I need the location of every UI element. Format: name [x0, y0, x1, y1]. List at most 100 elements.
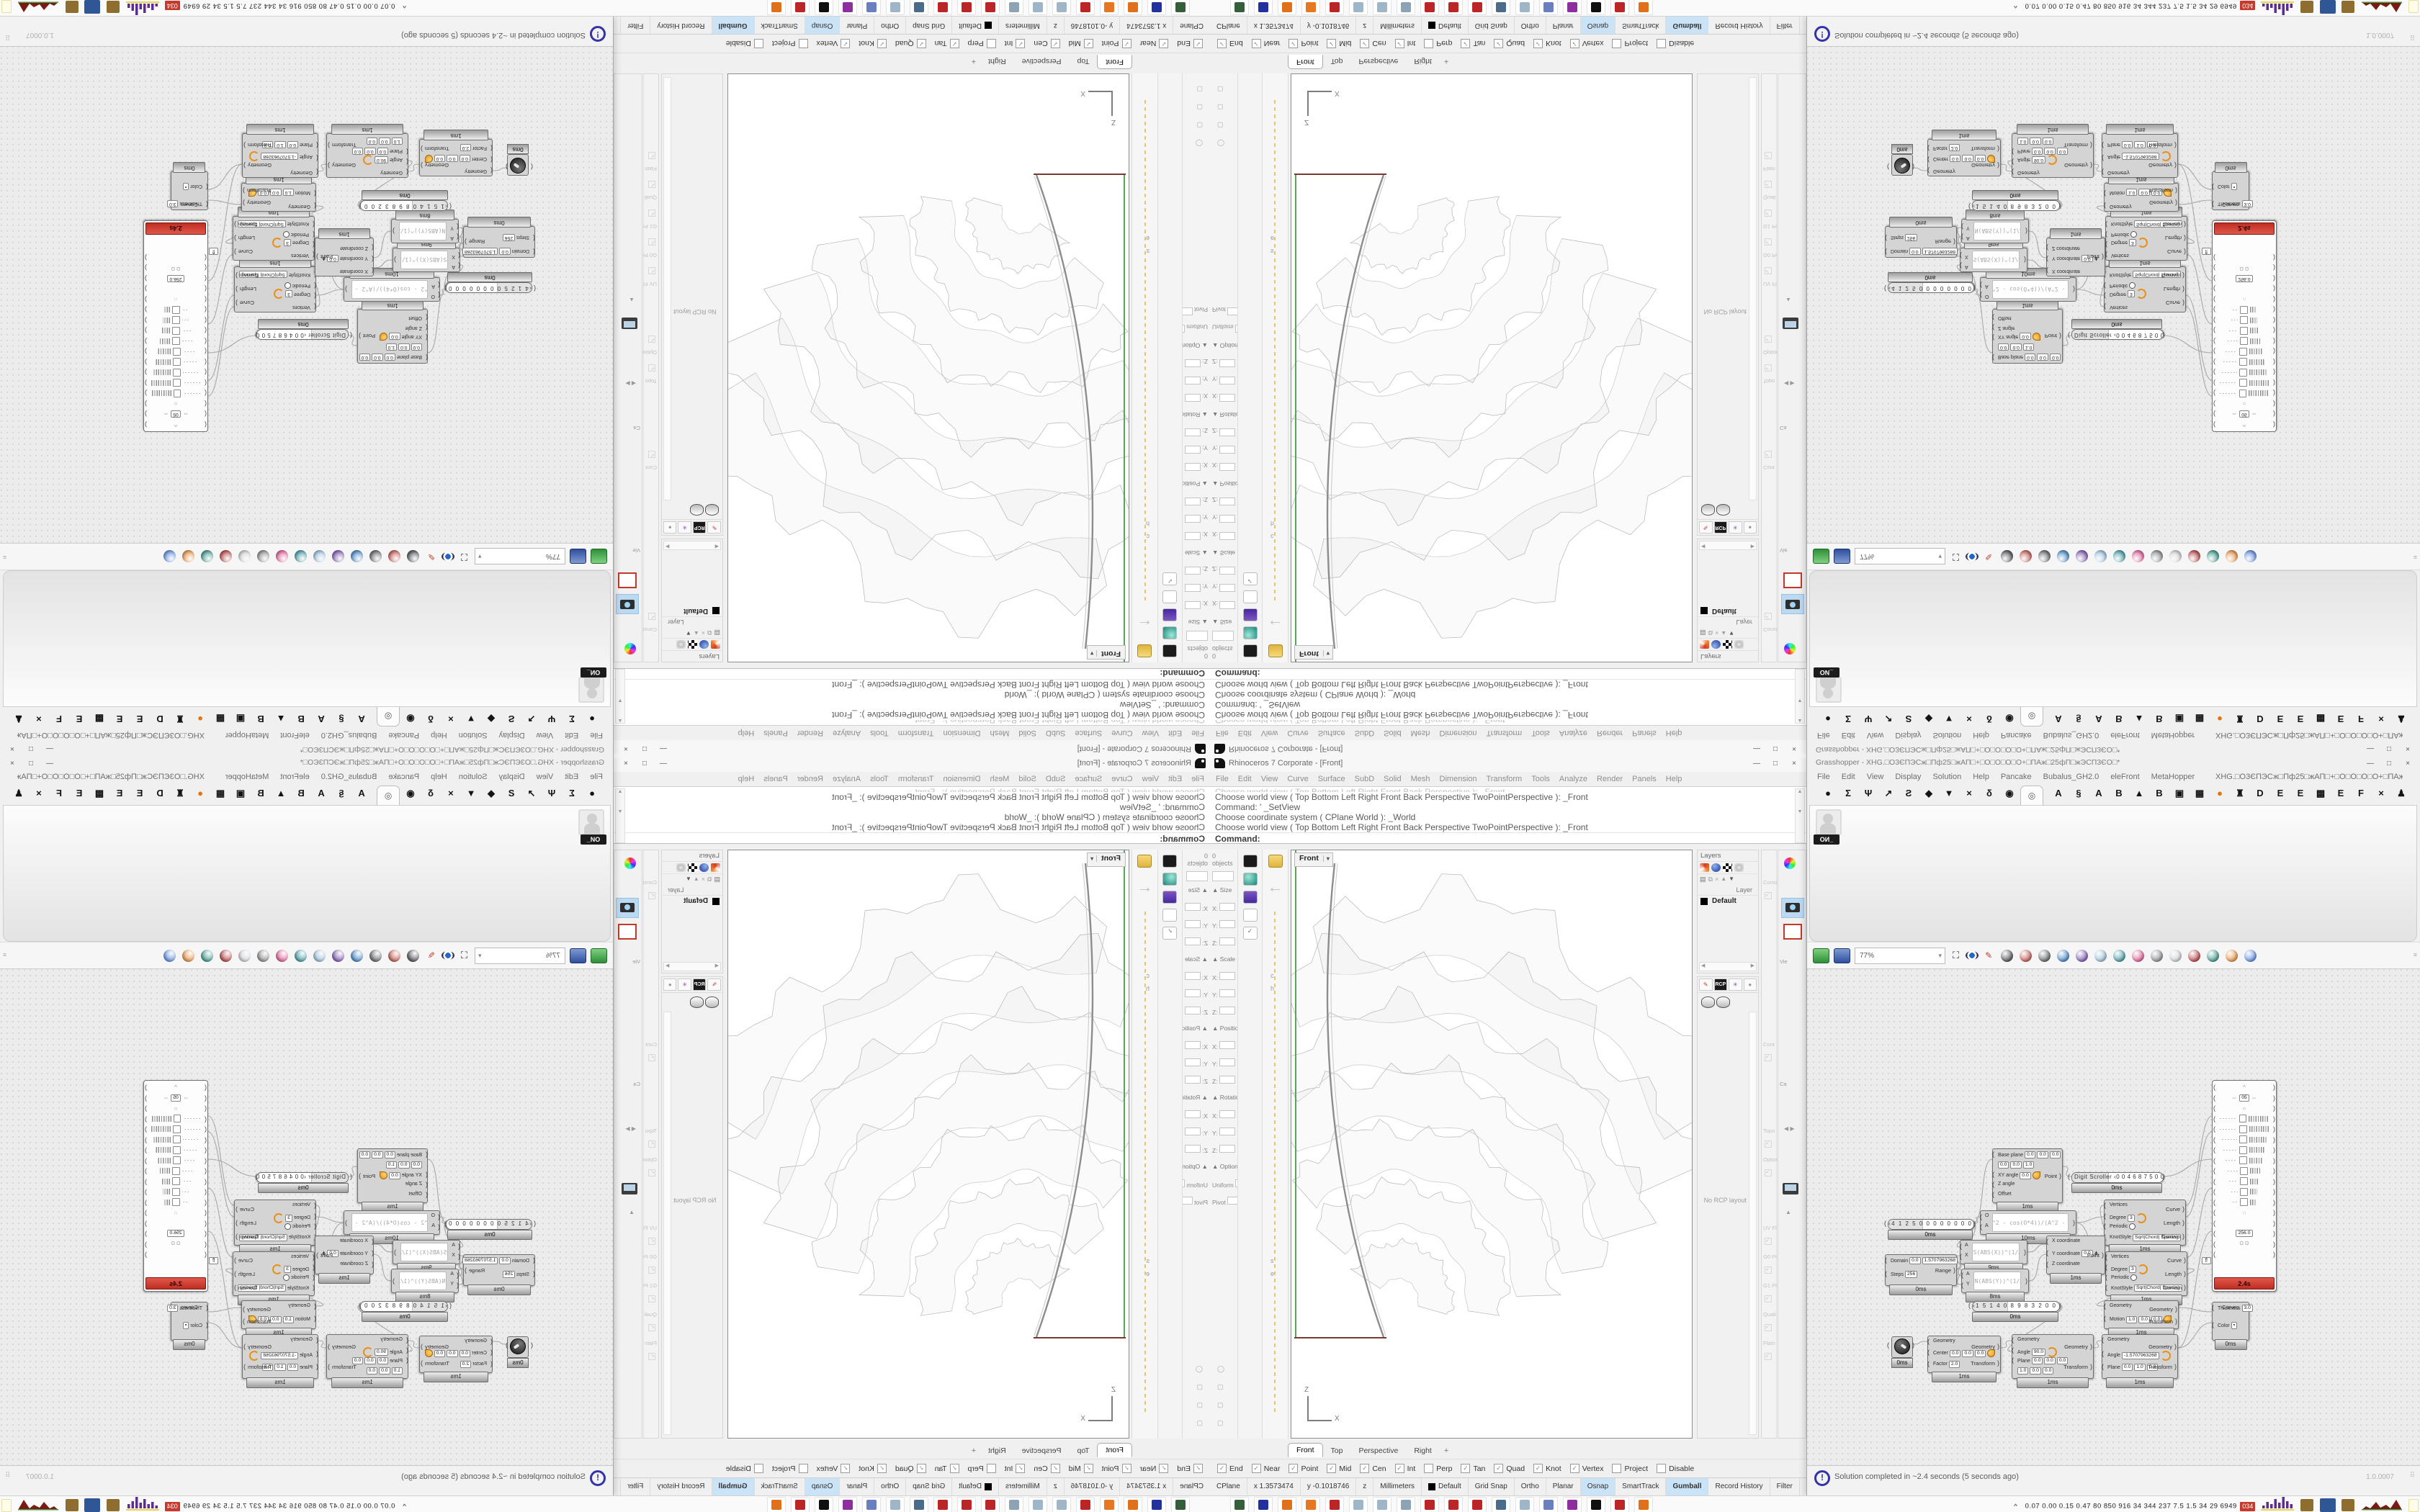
folder-icon[interactable] — [1137, 855, 1152, 868]
preview-mode-icon[interactable] — [219, 550, 232, 563]
scroll-up-icon[interactable]: ▲ — [629, 297, 635, 303]
boxedit-value-input[interactable] — [1219, 1041, 1236, 1049]
preview-eye-icon[interactable] — [1966, 552, 1979, 561]
gh-plugin-tab-icon[interactable]: D — [2257, 788, 2264, 798]
gh-menu-elefront[interactable]: eleFront — [2110, 773, 2140, 781]
value-chip[interactable]: 0.0 — [379, 138, 390, 145]
osnap-tan[interactable]: ✓ Tan — [1461, 39, 1485, 48]
viewport-front[interactable]: Front▾ Z X — [1291, 73, 1693, 662]
osnap-cen[interactable]: ✓ Cen — [1360, 39, 1386, 48]
status-millimeters[interactable]: Millimeters — [998, 17, 1047, 34]
taskbar-app-icon[interactable] — [1254, 0, 1273, 15]
rhino-menu-surface[interactable]: Surface — [1317, 775, 1345, 783]
value-chip[interactable]: 2.0 — [460, 144, 472, 152]
maximize-button[interactable]: □ — [642, 760, 647, 768]
gh-tab-icon[interactable]: ● — [1825, 714, 1831, 724]
taskbar-app-icon[interactable] — [1539, 1497, 1558, 1512]
move-down-icon[interactable]: ▼ — [1729, 876, 1735, 882]
layer-actions[interactable]: ▤ ⧉ × ▲ ▼ — [1698, 873, 1758, 885]
command-prompt[interactable]: Command: — [1210, 832, 1806, 843]
boxedit-value-input[interactable] — [1185, 428, 1201, 436]
taskbar-app-icon[interactable] — [1147, 1497, 1166, 1512]
rhino-menu-curve[interactable]: Curve — [1111, 729, 1133, 737]
blue-sphere-icon[interactable] — [1711, 640, 1721, 649]
gh-menu-bubalus-gh2-0[interactable]: Bubalus_GH2.0 — [2043, 731, 2099, 739]
paint-tab-icon[interactable]: ✎ — [1699, 521, 1713, 534]
delete-layer-icon[interactable]: × — [701, 629, 706, 636]
zoom-dropdown[interactable]: 77% — [1855, 947, 1945, 964]
status-millimeters[interactable]: Millimeters — [1373, 17, 1422, 34]
osnap-tan[interactable]: ✓ Tan — [935, 1464, 959, 1473]
value-chip[interactable]: 1.0 — [2017, 138, 2029, 145]
status-smarttrack[interactable]: SmartTrack — [753, 17, 805, 34]
gh-plugin-tab-icon[interactable]: B — [2115, 788, 2123, 798]
status-default[interactable]: Default — [951, 17, 998, 34]
boxedit-toggle[interactable]: ▢ — [1196, 86, 1203, 93]
rhino-menu-dimension[interactable]: Dimension — [943, 729, 981, 737]
osnap-disable[interactable]: Disable — [726, 1464, 763, 1473]
gh-node-expression[interactable]: (A^2 - cos(O*4))/(A^2 - 1)(O(A)10ms — [344, 268, 440, 302]
gh-plugin-tab-icon[interactable]: ▦ — [2195, 714, 2205, 724]
preview-mode-icon[interactable] — [2132, 550, 2145, 563]
status-ortho[interactable]: Ortho — [1515, 1478, 1546, 1495]
taskbar-app-icon[interactable] — [1349, 1497, 1368, 1512]
gh-node-rotate[interactable]: (Geometry(Angle 90.0(Plane 0.0 0.0 0.0 1.0 0.0… — [326, 1334, 408, 1388]
sparkle-tab-icon[interactable]: ✳ — [678, 521, 691, 534]
value-chip[interactable]: 0.0 — [411, 343, 422, 351]
gh-menu-file[interactable]: File — [590, 731, 603, 739]
gh-node-custom-preview-curves[interactable]: Curves(Thickness 3.0(Color ▪ 0ms — [2212, 162, 2253, 210]
value-chip[interactable]: 0.0 — [379, 1367, 390, 1374]
gh-titlebar[interactable]: Grasshopper - XHG.□О3ЄПЭСж□Пф25□жАП□+□О□… — [0, 742, 613, 756]
gh-menu-solution[interactable]: Solution — [1932, 773, 1962, 781]
gh-plugin-tab-icon[interactable]: E — [76, 714, 83, 724]
sparkle-tab-icon[interactable]: ✳ — [1729, 521, 1742, 534]
preview-mode-icon[interactable] — [200, 550, 213, 563]
gh-menu-pancake[interactable]: Pancake — [388, 773, 420, 781]
status-y-0-1018746[interactable]: y -0.1018746 — [1300, 17, 1357, 34]
osnap-disable[interactable]: Disable — [726, 39, 763, 48]
taskbar-app-icon[interactable] — [1610, 1497, 1629, 1512]
osnap-vertex[interactable]: ✓ Vertex — [1569, 1464, 1603, 1473]
boxedit-value-input[interactable] — [1219, 1076, 1235, 1084]
rhino-menu-file[interactable]: File — [1191, 729, 1204, 737]
gh-canvas[interactable]: (Base plane 0.0 0.0 0.0 0.0 0.0 1.0(XY angle 0.… — [0, 47, 613, 543]
gh-plugin-tab-icon[interactable]: B — [297, 714, 305, 724]
gh-node-knob-component[interactable] — [1891, 1336, 1913, 1358]
taskbar-app-icon[interactable] — [1444, 0, 1463, 15]
gh-menu-display[interactable]: Display — [498, 773, 525, 781]
boxedit-value-input[interactable] — [1185, 515, 1201, 523]
rcp-scrollbar[interactable] — [663, 1012, 671, 1435]
globe-icon[interactable] — [1242, 873, 1258, 886]
gh-node-knob-component[interactable] — [507, 1336, 529, 1358]
minimize-button[interactable]: — — [1753, 760, 1760, 768]
preview-mode-icon[interactable] — [387, 949, 400, 962]
gh-node-rotate[interactable]: (Geometry(Angle 90.0(Plane 0.0 0.0 0.0 1.0 0.0… — [326, 124, 408, 178]
rhino-menu-render[interactable]: Render — [797, 729, 823, 737]
color-wheel-icon[interactable] — [624, 858, 636, 869]
preview-mode-icon[interactable] — [256, 949, 269, 962]
layers-hscrollbar[interactable]: ◀ ▶ — [1699, 962, 1757, 971]
camera-panel-icon[interactable] — [1781, 594, 1804, 614]
boxedit-value-input[interactable] — [1183, 1197, 1193, 1205]
preview-mode-icon[interactable] — [2207, 949, 2220, 962]
gh-plugin-tab-icon[interactable]: ▲ — [276, 788, 286, 798]
taskbar-app-icon[interactable] — [1147, 0, 1166, 15]
zoom-dropdown[interactable]: 77% — [1855, 548, 1945, 565]
taskbar-app-icon[interactable] — [767, 0, 786, 15]
rhino-menu-mesh[interactable]: Mesh — [990, 729, 1010, 737]
value-chip[interactable]: 1.0 — [2022, 343, 2035, 351]
rhino-menu-surface[interactable]: Surface — [1317, 729, 1345, 737]
osnap-near[interactable]: ✓ Near — [1140, 39, 1169, 48]
close-button[interactable]: × — [10, 744, 14, 752]
gh-node-multi-port-component[interactable]: ^ ⇔ 05 ⇔ ○ ∩ 256.0 Ω Ω( ( ( ( ( ( ( ( ( ( ( ( (… — [143, 1080, 208, 1292]
back-arrow-icon[interactable]: ← — [1137, 616, 1153, 634]
value-chip[interactable]: 0.0 — [2056, 148, 2069, 155]
render-material-icon[interactable] — [1700, 863, 1709, 872]
osnap-cen[interactable]: ✓ Cen — [1034, 39, 1060, 48]
gh-tab-icon[interactable]: Σ — [569, 714, 575, 724]
command-prompt[interactable]: Command: — [614, 832, 1210, 844]
boxedit-toggle[interactable]: ◯ — [1217, 1365, 1225, 1372]
taskbar-app-icon[interactable] — [1325, 1497, 1344, 1512]
gh-plugin-tab-icon[interactable]: D — [156, 788, 163, 798]
